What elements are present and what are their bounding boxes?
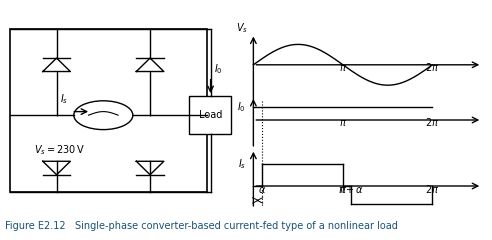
Text: $I_0$: $I_0$ <box>237 100 246 114</box>
Text: $2\pi$: $2\pi$ <box>426 116 439 128</box>
Text: $\pi+\alpha$: $\pi+\alpha$ <box>338 184 365 195</box>
Text: $V_s = 230\,\mathrm{V}$: $V_s = 230\,\mathrm{V}$ <box>34 144 86 157</box>
Text: Figure E2.12   Single-phase converter-based current-fed type of a nonlinear load: Figure E2.12 Single-phase converter-base… <box>5 221 398 231</box>
Text: $V_s$: $V_s$ <box>237 21 248 35</box>
Bar <box>189 96 231 134</box>
Text: $\pi$: $\pi$ <box>339 118 347 128</box>
Bar <box>10 29 207 192</box>
Text: $2\pi$: $2\pi$ <box>426 61 439 73</box>
Text: Load: Load <box>199 110 222 120</box>
Text: $2\pi$: $2\pi$ <box>426 183 439 195</box>
Text: $I_s$: $I_s$ <box>60 92 68 106</box>
Text: $I_s$: $I_s$ <box>238 157 246 171</box>
Text: $\alpha$: $\alpha$ <box>258 185 266 195</box>
Text: $I_0$: $I_0$ <box>214 62 223 76</box>
Text: $\pi$: $\pi$ <box>339 63 347 73</box>
Text: $\pi$: $\pi$ <box>339 185 347 195</box>
